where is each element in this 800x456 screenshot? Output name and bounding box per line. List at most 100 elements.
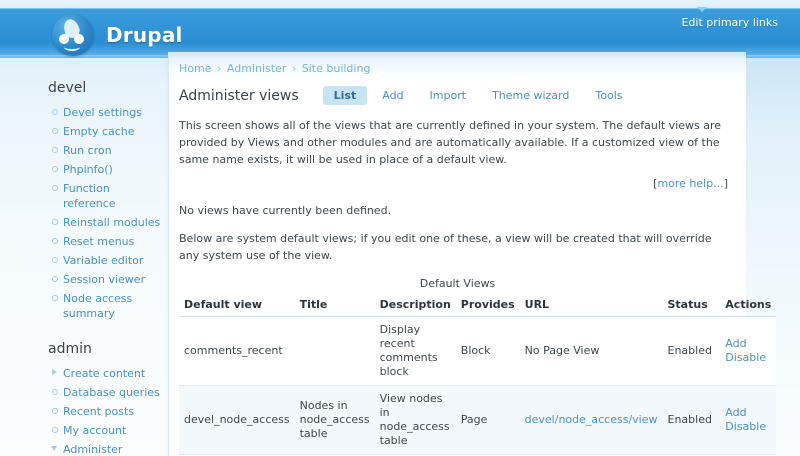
default-views-table: Default view Title Description Provides … <box>179 295 777 456</box>
cell-description: View nodes in node_access table <box>374 385 456 455</box>
sidebar-item-create-content[interactable]: Create content <box>0 364 168 383</box>
column-header-description[interactable]: Description <box>374 295 456 317</box>
sidebar-item-database-queries[interactable]: Database queries <box>0 383 168 402</box>
table-row: devel_node_access Nodes in node_access t… <box>179 385 777 455</box>
cell-default-view: comments_recent <box>179 316 295 386</box>
column-header-default-view[interactable]: Default view <box>179 295 295 317</box>
cell-provides: Block <box>455 316 520 386</box>
site-name: Drupal <box>106 23 183 47</box>
table-row: comments_recent Display recent comments … <box>179 316 777 386</box>
sidebar-link[interactable]: Recent posts <box>63 405 135 418</box>
column-header-url[interactable]: URL <box>519 295 663 317</box>
column-header-title[interactable]: Title <box>294 295 375 317</box>
cell-provides: Page <box>455 385 520 455</box>
cell-actions: Add Disable <box>720 385 777 455</box>
default-views-note: Below are system default views; if you e… <box>179 232 712 262</box>
sidebar-link[interactable]: Reset menus <box>63 235 135 248</box>
page-title: Administer views <box>179 87 299 104</box>
sidebar-link[interactable]: Node access summary <box>63 292 133 320</box>
breadcrumb-separator: › <box>216 62 222 75</box>
sidebar-item-variable-editor[interactable]: Variable editor <box>0 251 168 270</box>
panel-top-strip <box>169 53 746 59</box>
drupal-droplet-icon <box>52 14 94 56</box>
sidebar-item-run-cron[interactable]: Run cron <box>0 141 168 160</box>
cell-default-view: devel_node_access <box>179 385 295 455</box>
action-toggle[interactable]: Disable <box>725 351 767 364</box>
sidebar-item-recent-posts[interactable]: Recent posts <box>0 402 168 421</box>
sidebar-link[interactable]: Empty cache <box>63 125 135 138</box>
intro-section: This screen shows all of the views that … <box>169 113 746 264</box>
tab-tools[interactable]: Tools <box>595 89 623 102</box>
sidebar-item-administer[interactable]: Administer Content management Site build… <box>0 440 168 456</box>
sidebar-item-phpinfo[interactable]: Phpinfo() <box>0 160 168 179</box>
sidebar-link[interactable]: Devel settings <box>63 106 142 119</box>
sidebar-item-empty-cache[interactable]: Empty cache <box>0 122 168 141</box>
url-link[interactable]: devel/node_access/view <box>524 413 658 426</box>
breadcrumb-item-administer[interactable]: Administer <box>226 62 287 75</box>
table-header-row: Default view Title Description Provides … <box>179 295 777 317</box>
sidebar-block-title: devel <box>48 80 87 96</box>
cell-status: Enabled <box>662 454 721 456</box>
column-header-actions[interactable]: Actions <box>720 295 777 317</box>
view-tabs: List Add Import Theme wizard Tools <box>322 86 634 105</box>
sidebar-link[interactable]: Administer <box>63 443 123 456</box>
action-add[interactable]: Add <box>725 337 747 350</box>
table-head: Default view Title Description Provides … <box>179 295 777 317</box>
sidebar-block-admin: admin Create content Database queries Re… <box>0 341 168 456</box>
breadcrumb-item-home[interactable]: Home <box>179 62 212 75</box>
left-sidebar: devel Devel settings Empty cache Run cro… <box>0 58 168 456</box>
sidebar-item-reset-menus[interactable]: Reset menus <box>0 232 168 251</box>
tab-add[interactable]: Add <box>382 89 404 102</box>
sidebar-link[interactable]: Run cron <box>63 144 112 157</box>
cell-description: The basic front page view. <box>374 454 456 456</box>
edit-primary-links[interactable]: Edit primary links <box>681 16 778 29</box>
sidebar-link[interactable]: Function reference <box>63 182 116 210</box>
cell-url: No Page View <box>519 316 663 386</box>
breadcrumb-separator: › <box>291 62 297 75</box>
sidebar-link[interactable]: My account <box>63 424 127 437</box>
column-header-status[interactable]: Status <box>662 295 721 317</box>
sidebar-item-function-reference[interactable]: Function reference <box>0 179 168 213</box>
breadcrumb-item-site-building[interactable]: Site building <box>301 62 371 75</box>
column-header-provides[interactable]: Provides <box>455 295 520 317</box>
action-add[interactable]: Add <box>725 406 747 419</box>
cell-default-view: frontpage <box>179 454 295 456</box>
droplet-mouth <box>64 43 80 51</box>
cell-title <box>294 316 375 386</box>
more-help-row: [more help...] <box>179 175 732 192</box>
tab-import[interactable]: Import <box>429 89 467 102</box>
action-toggle[interactable]: Disable <box>725 420 767 433</box>
site-brand[interactable]: Drupal <box>52 14 183 56</box>
top-strip <box>0 0 800 8</box>
cell-status: Enabled <box>662 316 721 386</box>
sidebar-item-reinstall-modules[interactable]: Reinstall modules <box>0 213 168 232</box>
droplet-eye-left <box>59 34 69 44</box>
main-content-panel: Home › Administer › Site building Admini… <box>168 52 777 456</box>
sidebar-link[interactable]: Phpinfo() <box>63 163 113 176</box>
intro-paragraph: This screen shows all of the views that … <box>179 119 722 166</box>
table-row: frontpage The basic front page view. Pag… <box>179 454 777 456</box>
sidebar-item-my-account[interactable]: My account <box>0 421 168 440</box>
sidebar-link[interactable]: Database queries <box>63 386 160 399</box>
sidebar-link[interactable]: Session viewer <box>63 273 146 286</box>
sidebar-link[interactable]: Reinstall modules <box>63 216 161 229</box>
sidebar-item-devel-settings[interactable]: Devel settings <box>0 103 168 122</box>
table-body: comments_recent Display recent comments … <box>179 316 777 456</box>
sidebar-link[interactable]: Variable editor <box>63 254 144 267</box>
sidebar-item-session-viewer[interactable]: Session viewer <box>0 270 168 289</box>
bracket-open: [ <box>653 177 658 190</box>
cell-actions: Add Disable <box>720 316 777 386</box>
breadcrumb: Home › Administer › Site building <box>169 59 746 80</box>
cell-description: Display recent comments block <box>374 316 456 386</box>
sidebar-block-devel: devel Devel settings Empty cache Run cro… <box>0 80 168 323</box>
more-help-link[interactable]: more help... <box>657 177 724 190</box>
sidebar-item-node-access-summary[interactable]: Node access summary <box>0 289 168 323</box>
table-caption: Default Views <box>419 277 496 290</box>
sidebar-link[interactable]: Create content <box>63 367 146 380</box>
sidebar-menu-devel: Devel settings Empty cache Run cron Phpi… <box>0 103 168 323</box>
sidebar-menu-admin: Create content Database queries Recent p… <box>0 364 168 456</box>
tab-theme-wizard[interactable]: Theme wizard <box>492 89 570 102</box>
cell-status: Enabled <box>662 385 721 455</box>
tab-list[interactable]: List <box>322 86 368 105</box>
